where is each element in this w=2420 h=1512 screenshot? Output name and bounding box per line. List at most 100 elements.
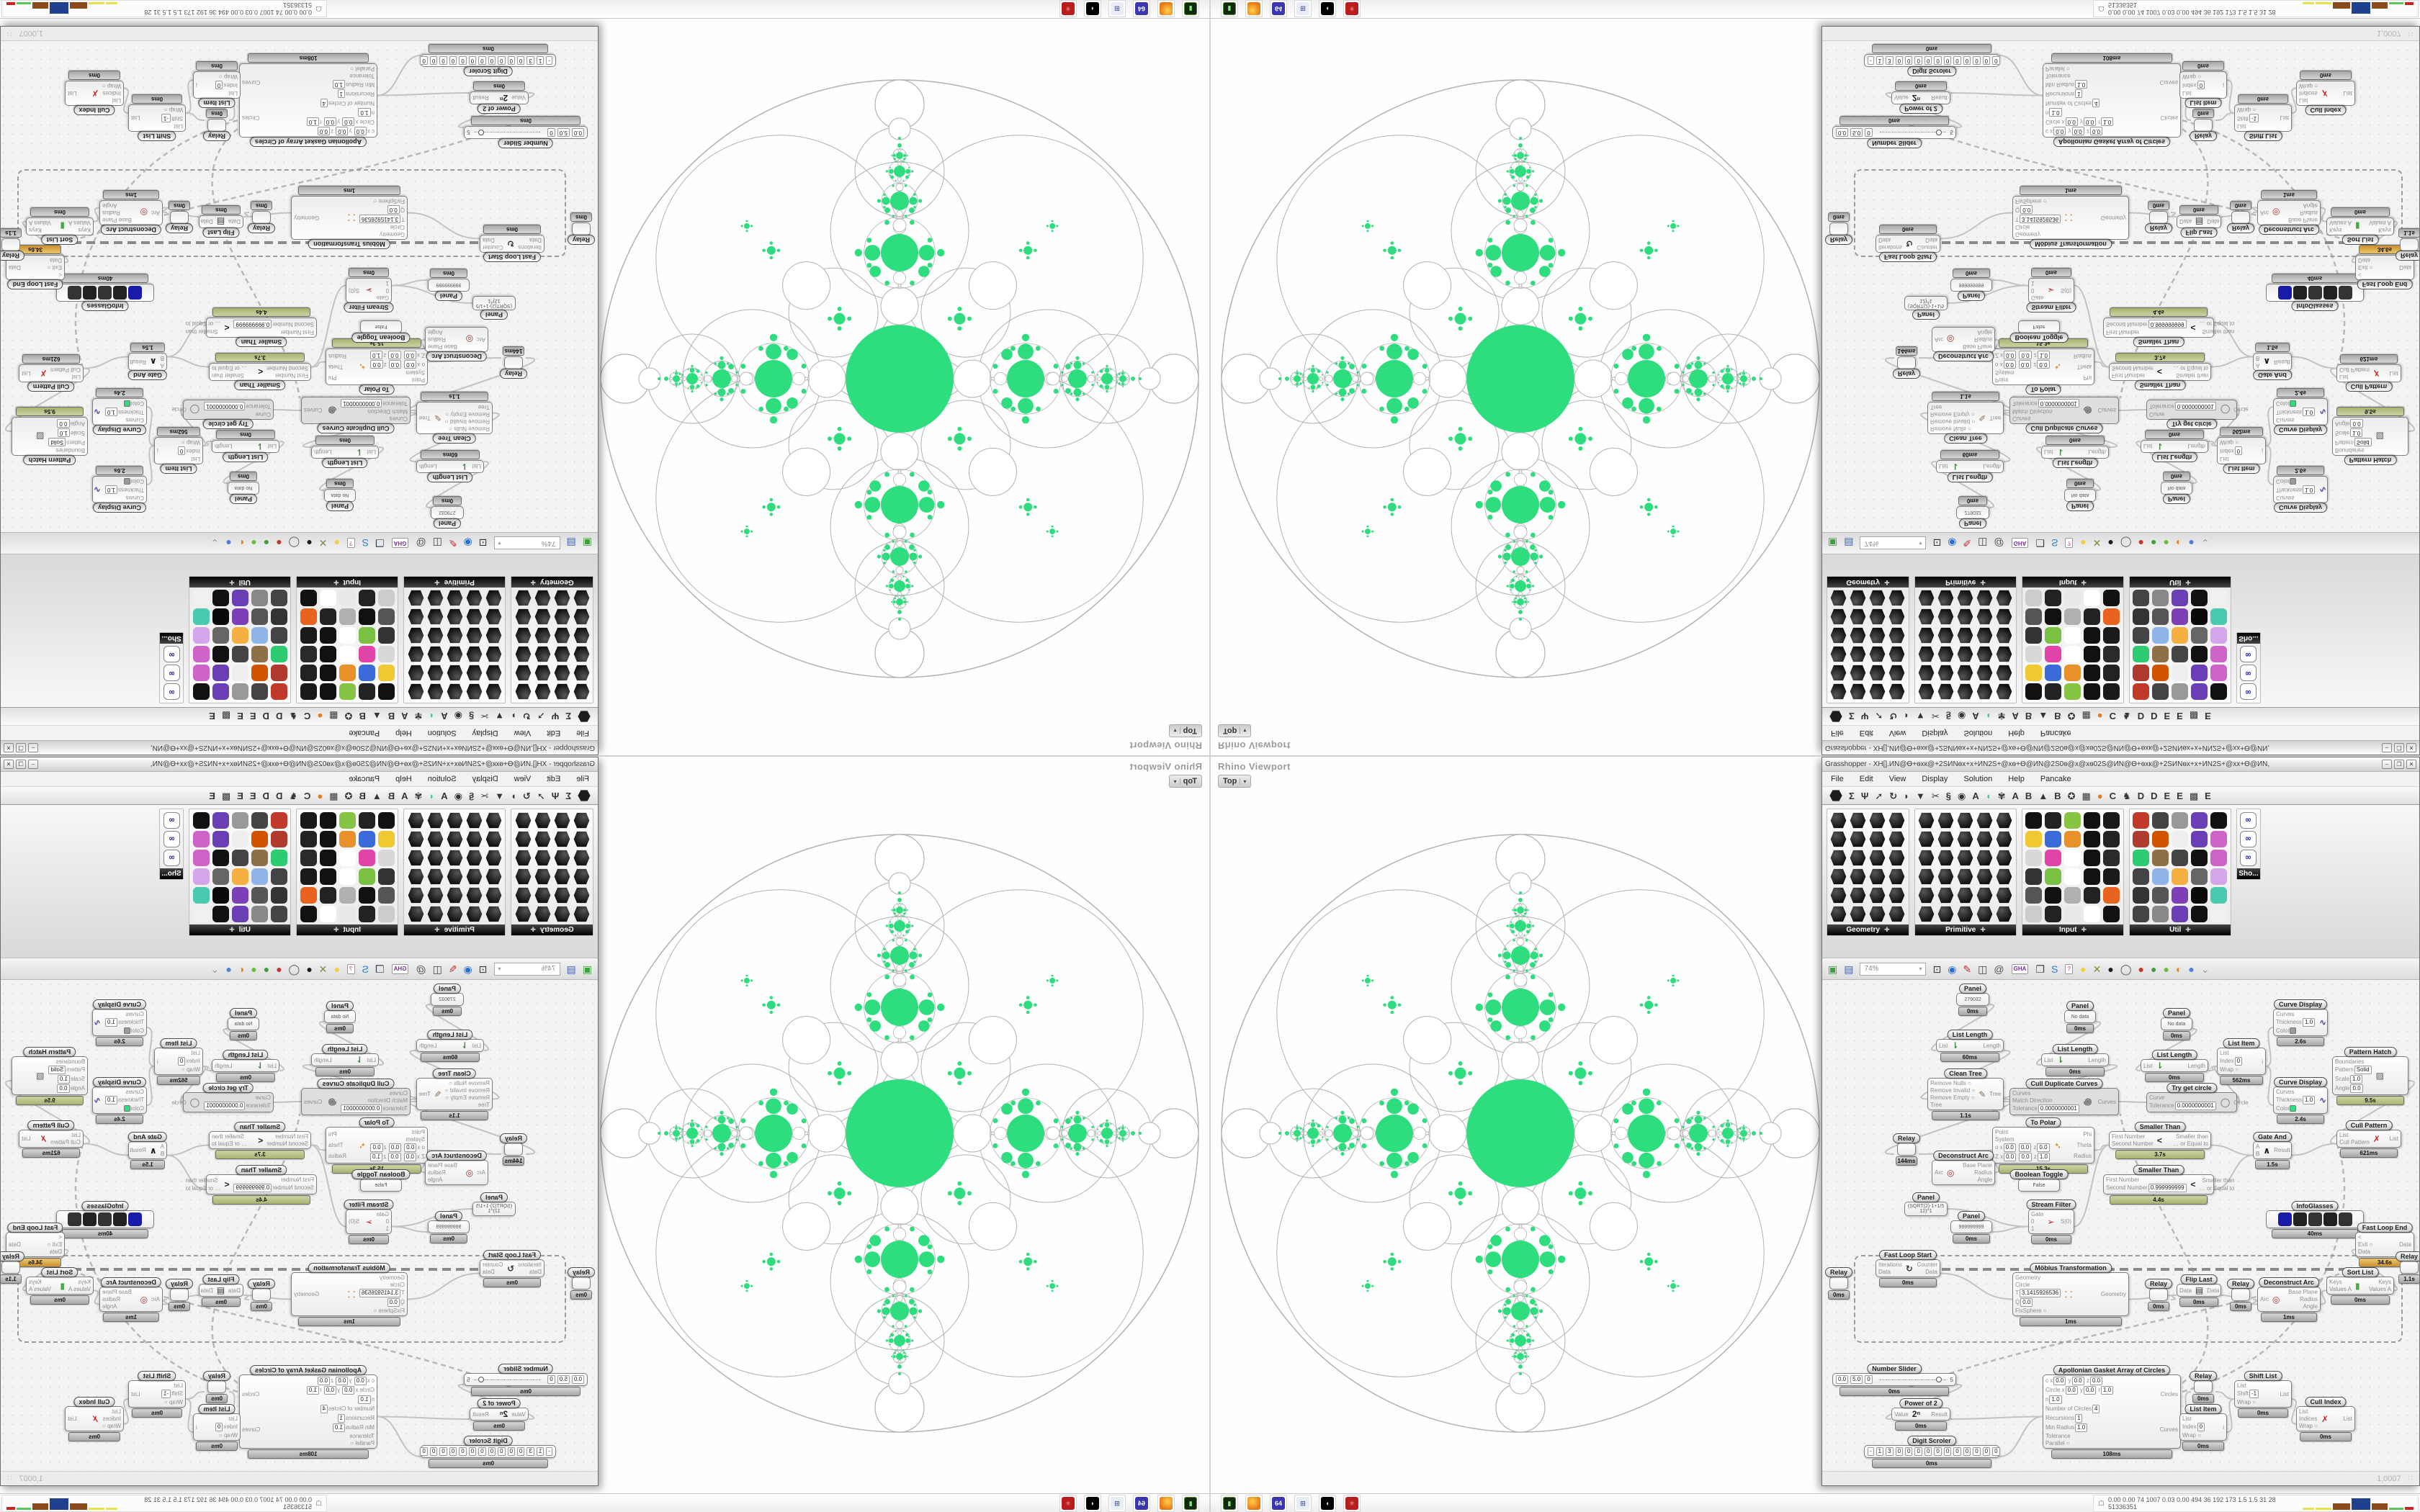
tab-intersect[interactable]: ✂ [1931, 790, 1940, 801]
tab-display[interactable]: ◉ [1958, 790, 1966, 801]
sketch-pen-icon[interactable]: ✎ [448, 963, 457, 975]
tab-plugin-mountain[interactable]: ▲ [372, 790, 382, 801]
value-chip[interactable]: 0.0 [404, 360, 417, 369]
input-param[interactable]: Thickness1.0 [104, 1096, 144, 1104]
component-icon[interactable] [2133, 627, 2149, 644]
minimize-button[interactable]: – [28, 760, 38, 769]
output-param[interactable]: Circle [171, 1099, 187, 1106]
component-icon[interactable] [1869, 906, 1886, 922]
input-param[interactable]: Curves [125, 1011, 144, 1017]
input-param[interactable]: Wrap ○ [2220, 439, 2239, 446]
node-body[interactable]: Remove Nulls ○ Remove Invalid ○ Remove Emp… [416, 1078, 493, 1110]
palette-panel-label[interactable]: Input ✚ [2022, 577, 2123, 588]
tab-params[interactable] [578, 790, 591, 801]
value-chip[interactable]: 0 [177, 446, 186, 455]
resize-grip-icon[interactable]: ∷ [6, 1475, 12, 1482]
gh-node-list-length[interactable]: List Length List ⇂ Length 60ms [1936, 450, 2004, 482]
value-chip[interactable]: 0.0 [388, 1153, 401, 1161]
gh-node-relay[interactable]: Relay 0ms [2226, 201, 2255, 233]
component-icon[interactable] [1976, 887, 1993, 904]
window-icon[interactable]: ❐ [2035, 963, 2045, 975]
value-chip[interactable]: 0.0 [336, 1377, 349, 1385]
rhino-viewport[interactable]: Rhino Viewport Top ▾ [598, 757, 1209, 1493]
input-param[interactable]: Arc [2260, 1296, 2269, 1302]
digit-cell[interactable]: 0 [1934, 1447, 1942, 1456]
knob-lime-icon[interactable]: ● [251, 963, 257, 975]
input-param[interactable]: Curves [389, 415, 408, 422]
digit-cell[interactable]: 0 [1943, 56, 1952, 65]
component-icon[interactable] [2025, 868, 2042, 885]
component-icon[interactable] [2103, 850, 2120, 866]
value-chip[interactable]: 0.0 [571, 128, 584, 137]
node-body[interactable]: (SQRT(2)-1+1/512)^1 [472, 296, 516, 310]
component-icon[interactable] [2133, 665, 2149, 681]
node-body[interactable] [56, 1210, 154, 1228]
slider-handle[interactable] [1935, 1376, 1942, 1382]
input-param[interactable]: Remove Invalid ○ [1930, 418, 1976, 425]
component-icon[interactable] [1957, 831, 1973, 847]
gh-node-relay[interactable]: Relay 1.1s [2395, 1251, 2419, 1284]
component-icon[interactable] [193, 868, 210, 885]
component-icon[interactable] [271, 868, 287, 885]
value-chip[interactable]: 0.0 [336, 127, 349, 135]
component-icon[interactable] [232, 887, 248, 904]
minimize-button[interactable]: – [2382, 760, 2392, 769]
tab-maths[interactable]: Σ [565, 790, 571, 801]
output-param[interactable]: Length [2187, 443, 2205, 450]
dock-icon-gimp[interactable]: ◖ [1319, 1495, 1336, 1512]
node-body[interactable]: Arc ◎ Base Plane Radius Angle [99, 1287, 163, 1312]
component-icon[interactable] [212, 850, 229, 866]
output-param[interactable]: Data [2399, 264, 2411, 271]
input-param[interactable]: Value [1894, 1410, 1909, 1418]
output-param[interactable]: Radius [1974, 1169, 1992, 1176]
value-chip[interactable]: 0.0 [2019, 351, 2032, 359]
digit-cell[interactable]: 0 [449, 1447, 457, 1456]
panel-expand-icon[interactable]: ✚ [530, 579, 536, 586]
dock-icon-gimp[interactable]: ◖ [1084, 1495, 1101, 1512]
preview-shaded-icon[interactable]: ● [276, 963, 282, 975]
open-file-icon[interactable]: ▣ [1828, 963, 1838, 975]
input-param[interactable]: List [2299, 1408, 2308, 1415]
input-param[interactable]: Q0.0 [359, 1298, 405, 1307]
input-param[interactable]: List [367, 449, 376, 456]
output-param[interactable]: Data [1925, 237, 1937, 243]
component-icon[interactable] [271, 627, 287, 644]
component-icon[interactable] [573, 887, 590, 904]
input-param[interactable]: T3.1415926536 [359, 215, 405, 223]
output-param[interactable]: Keys [29, 227, 42, 233]
gh-node-power-of-2[interactable]: Power of 2 Value 2ⁿ Result 0ms [470, 81, 529, 114]
component-icon[interactable] [2064, 831, 2081, 847]
input-param[interactable]: Boundaries [55, 447, 85, 454]
digit-cell[interactable]: 0 [488, 56, 496, 65]
component-icon[interactable] [2172, 627, 2188, 644]
component-icon[interactable] [271, 683, 287, 700]
menu-item-file[interactable]: File [576, 729, 589, 737]
camera-icon[interactable]: ◫ [432, 537, 442, 549]
value-chip[interactable]: 0.0 [2084, 117, 2097, 126]
input-param[interactable]: c x0.0 y0.0 z0.0 [306, 1377, 375, 1385]
resize-grip-icon[interactable]: ∷ [2408, 1475, 2414, 1482]
input-param[interactable]: Gate [2031, 1211, 2044, 1218]
tab-plugin-e1[interactable]: E [2164, 790, 2171, 801]
output-param[interactable]: i [2262, 1058, 2263, 1065]
tab-plugin-shield[interactable]: ✪ [344, 790, 353, 801]
component-icon[interactable] [251, 850, 268, 866]
digit-cell[interactable]: - [1868, 56, 1874, 65]
viewport-projection-dropdown[interactable]: Top ▾ [1218, 775, 1252, 788]
panel-expand-icon[interactable]: ✚ [434, 926, 440, 933]
input-param[interactable]: List [2182, 90, 2192, 96]
menu-item-view[interactable]: View [514, 775, 532, 783]
node-body[interactable] [1897, 356, 1916, 369]
palette-panel-label[interactable]: Geometry ✚ [511, 577, 593, 588]
input-param[interactable]: Q0.0 [359, 205, 405, 214]
value-chip[interactable]: 0 [2197, 1423, 2205, 1431]
